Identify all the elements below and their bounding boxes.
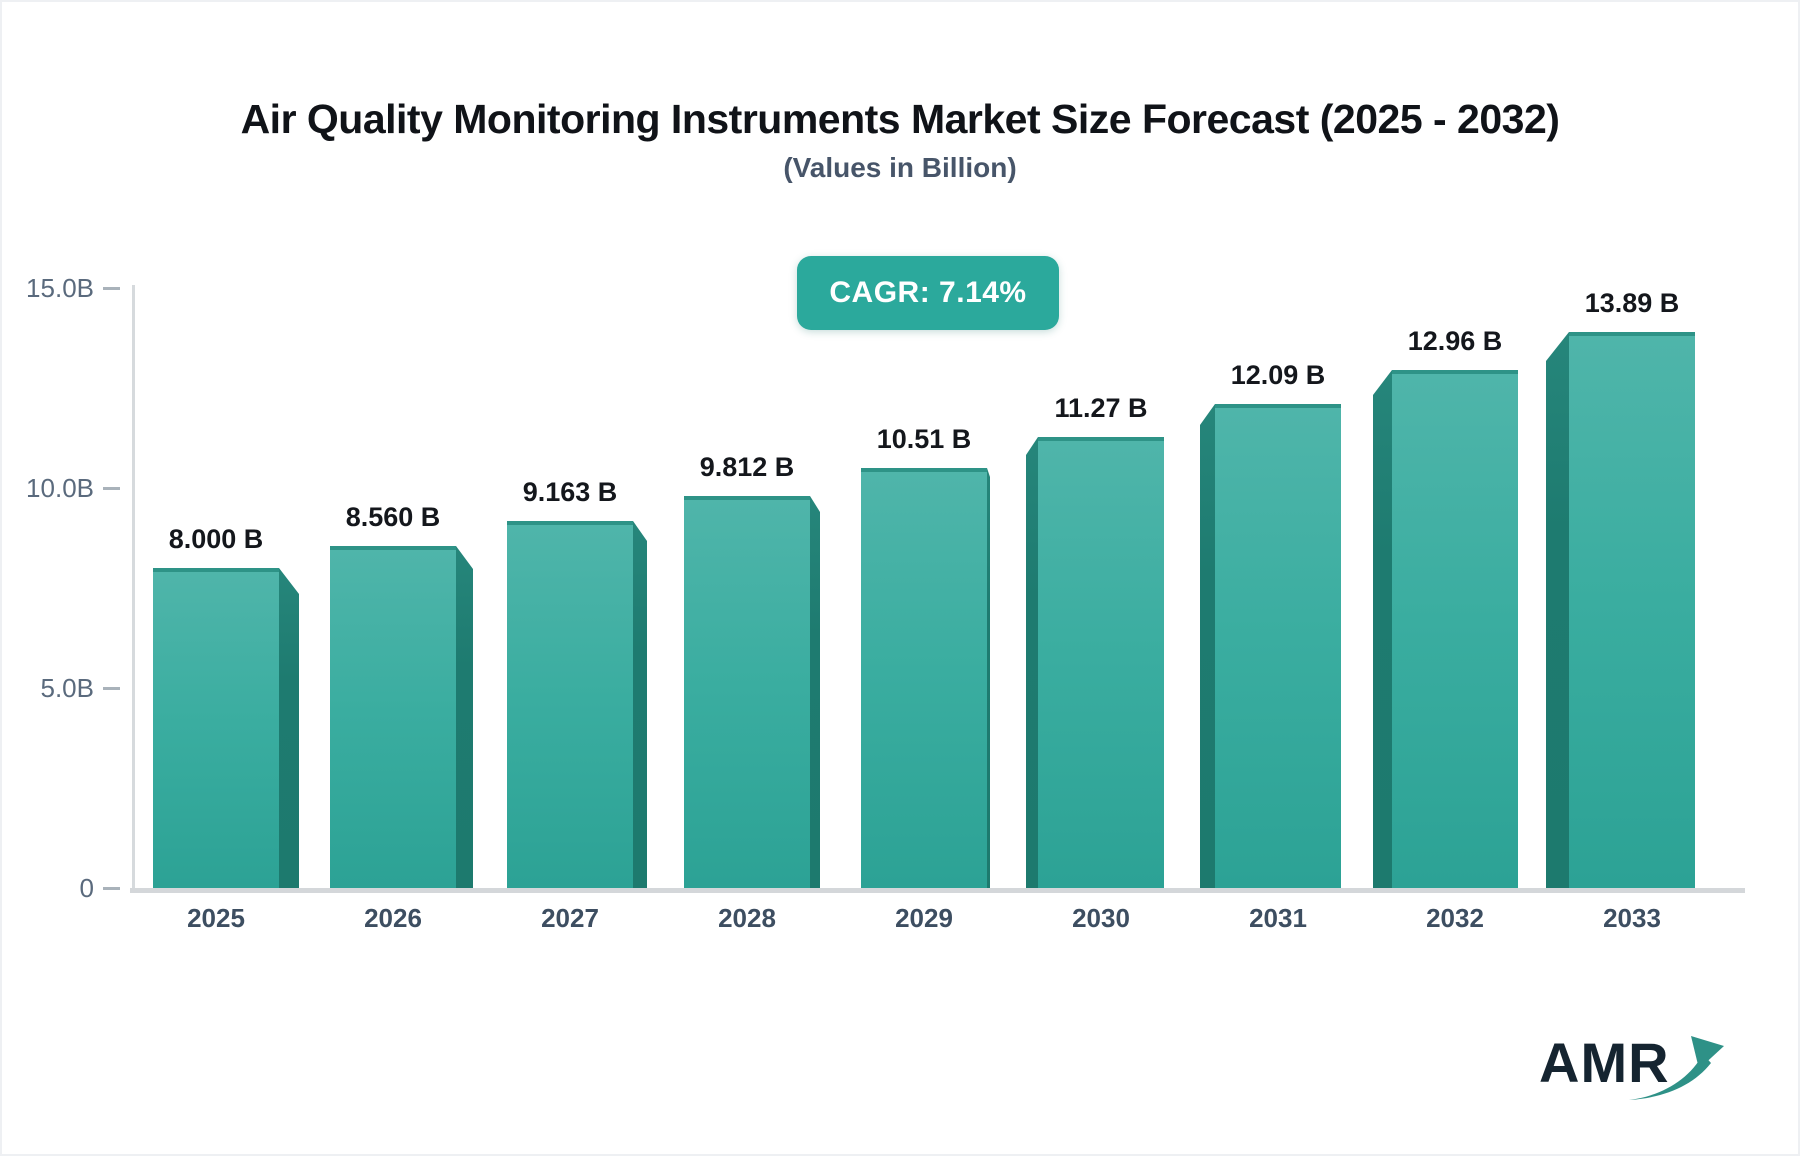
x-axis-label: 2033 (1603, 903, 1661, 933)
bar-value-label: 8.560 B (345, 502, 441, 532)
bar-value-label: 12.96 B (1407, 326, 1503, 356)
bar-value-label: 9.163 B (522, 477, 618, 507)
cagr-badge-label: CAGR: 7.14% (829, 276, 1027, 309)
x-axis-label: 2031 (1249, 903, 1307, 933)
y-axis-label: 10.0B (26, 473, 94, 503)
y-axis-label: 5.0B (40, 673, 95, 703)
y-tick-mark (103, 287, 120, 290)
bar-side-face (987, 468, 990, 888)
x-axis-label: 2026 (364, 903, 422, 933)
bar-side-face (1026, 437, 1038, 888)
x-axis-label: 2030 (1072, 903, 1130, 933)
x-axis-label: 2025 (187, 903, 245, 933)
bar-side-face (1373, 370, 1392, 888)
y-tick-mark (103, 687, 120, 690)
y-tick-mark (103, 887, 120, 890)
trend-up-arrow-icon (1629, 1036, 1724, 1100)
bar-side-face (279, 568, 299, 888)
y-axis-label: 0 (79, 873, 94, 903)
bar-side-face (810, 496, 820, 888)
cagr-badge: CAGR: 7.14% (797, 256, 1059, 330)
bar-2026 (330, 546, 456, 888)
y-axis-line (132, 285, 135, 890)
bar-value-label: 12.09 B (1230, 360, 1326, 390)
amr-logo-text: AMR (1539, 1031, 1670, 1094)
bar-2029 (861, 468, 987, 888)
bar-2025 (153, 568, 279, 888)
bar-side-face (1200, 404, 1215, 888)
amr-logo: AMR (1539, 1030, 1739, 1120)
chart-subtitle: (Values in Billion) (783, 152, 1017, 183)
bar-2031 (1215, 404, 1341, 888)
x-axis-line (130, 888, 1745, 893)
bar-value-label: 10.51 B (876, 424, 972, 454)
x-axis-label: 2032 (1426, 903, 1484, 933)
bar-2032 (1392, 370, 1518, 888)
bar-side-face (456, 546, 473, 888)
bar-2027 (507, 521, 633, 888)
x-axis-label: 2027 (541, 903, 599, 933)
bar-2028 (684, 496, 810, 888)
bar-side-face (633, 521, 647, 888)
x-axis-label: 2028 (718, 903, 776, 933)
bar-2033 (1569, 332, 1695, 888)
y-axis-label: 15.0B (26, 273, 94, 303)
bar-value-label: 9.812 B (699, 452, 795, 482)
bar-value-label: 8.000 B (168, 524, 264, 554)
x-axis-label: 2029 (895, 903, 953, 933)
bar-value-label: 13.89 B (1584, 288, 1680, 318)
bar-value-label: 11.27 B (1054, 393, 1148, 423)
chart-title: Air Quality Monitoring Instruments Marke… (240, 96, 1560, 142)
bar-side-face (1546, 332, 1569, 888)
y-tick-mark (103, 487, 120, 490)
bar-2030 (1038, 437, 1164, 888)
